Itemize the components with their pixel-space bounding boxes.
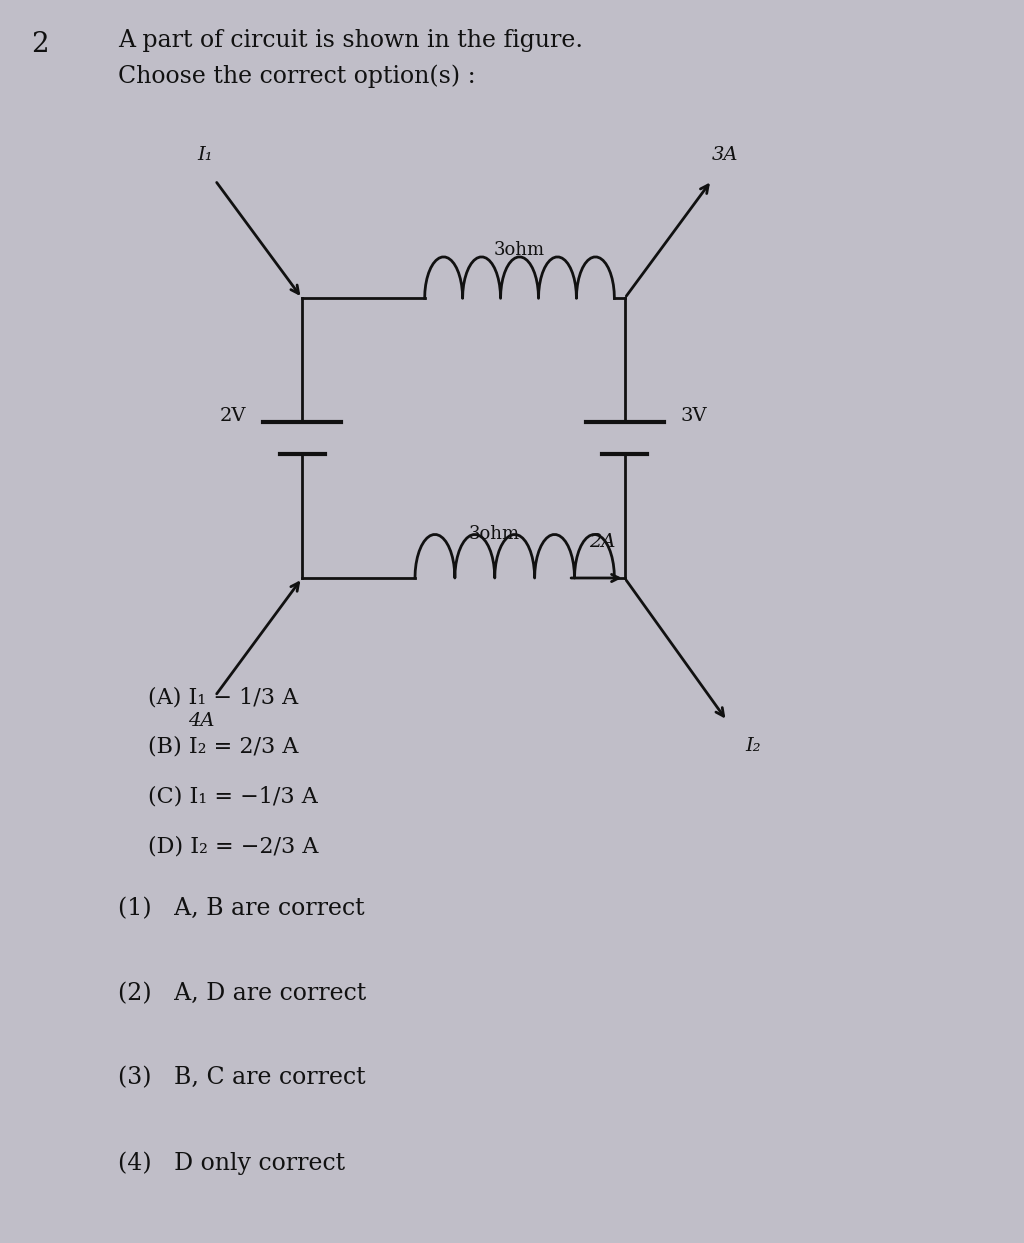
Text: 4A: 4A: [188, 712, 215, 730]
Text: 3V: 3V: [681, 406, 708, 425]
Text: 2V: 2V: [219, 406, 246, 425]
Text: (3)   B, C are correct: (3) B, C are correct: [118, 1066, 366, 1090]
Text: (B) I₂ = 2/3 A: (B) I₂ = 2/3 A: [148, 736, 299, 758]
Text: A part of circuit is shown in the figure.: A part of circuit is shown in the figure…: [118, 29, 583, 52]
Text: 2A: 2A: [589, 533, 615, 551]
Text: 3ohm: 3ohm: [469, 526, 520, 543]
Text: I₂: I₂: [745, 737, 761, 755]
Text: 3ohm: 3ohm: [494, 241, 545, 259]
Text: (1)   A, B are correct: (1) A, B are correct: [118, 897, 365, 921]
Text: Choose the correct option(s) :: Choose the correct option(s) :: [118, 65, 475, 88]
Text: (C) I₁ = −1/3 A: (C) I₁ = −1/3 A: [148, 786, 318, 808]
Text: 2: 2: [31, 31, 48, 58]
Text: (4)   D only correct: (4) D only correct: [118, 1151, 345, 1175]
Text: 3A: 3A: [712, 147, 738, 164]
Text: (2)   A, D are correct: (2) A, D are correct: [118, 982, 366, 1006]
Text: I₁: I₁: [197, 147, 213, 164]
Text: (D) I₂ = −2/3 A: (D) I₂ = −2/3 A: [148, 835, 318, 858]
Text: (A) I₁ − 1/3 A: (A) I₁ − 1/3 A: [148, 686, 299, 709]
